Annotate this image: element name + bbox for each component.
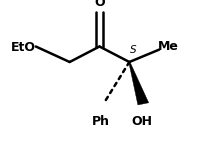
- Text: Me: Me: [158, 40, 179, 53]
- Text: O: O: [94, 0, 105, 9]
- Text: OH: OH: [132, 115, 153, 128]
- Text: EtO: EtO: [10, 41, 35, 54]
- Polygon shape: [129, 62, 149, 105]
- Text: S: S: [130, 45, 137, 55]
- Text: Ph: Ph: [92, 115, 109, 128]
